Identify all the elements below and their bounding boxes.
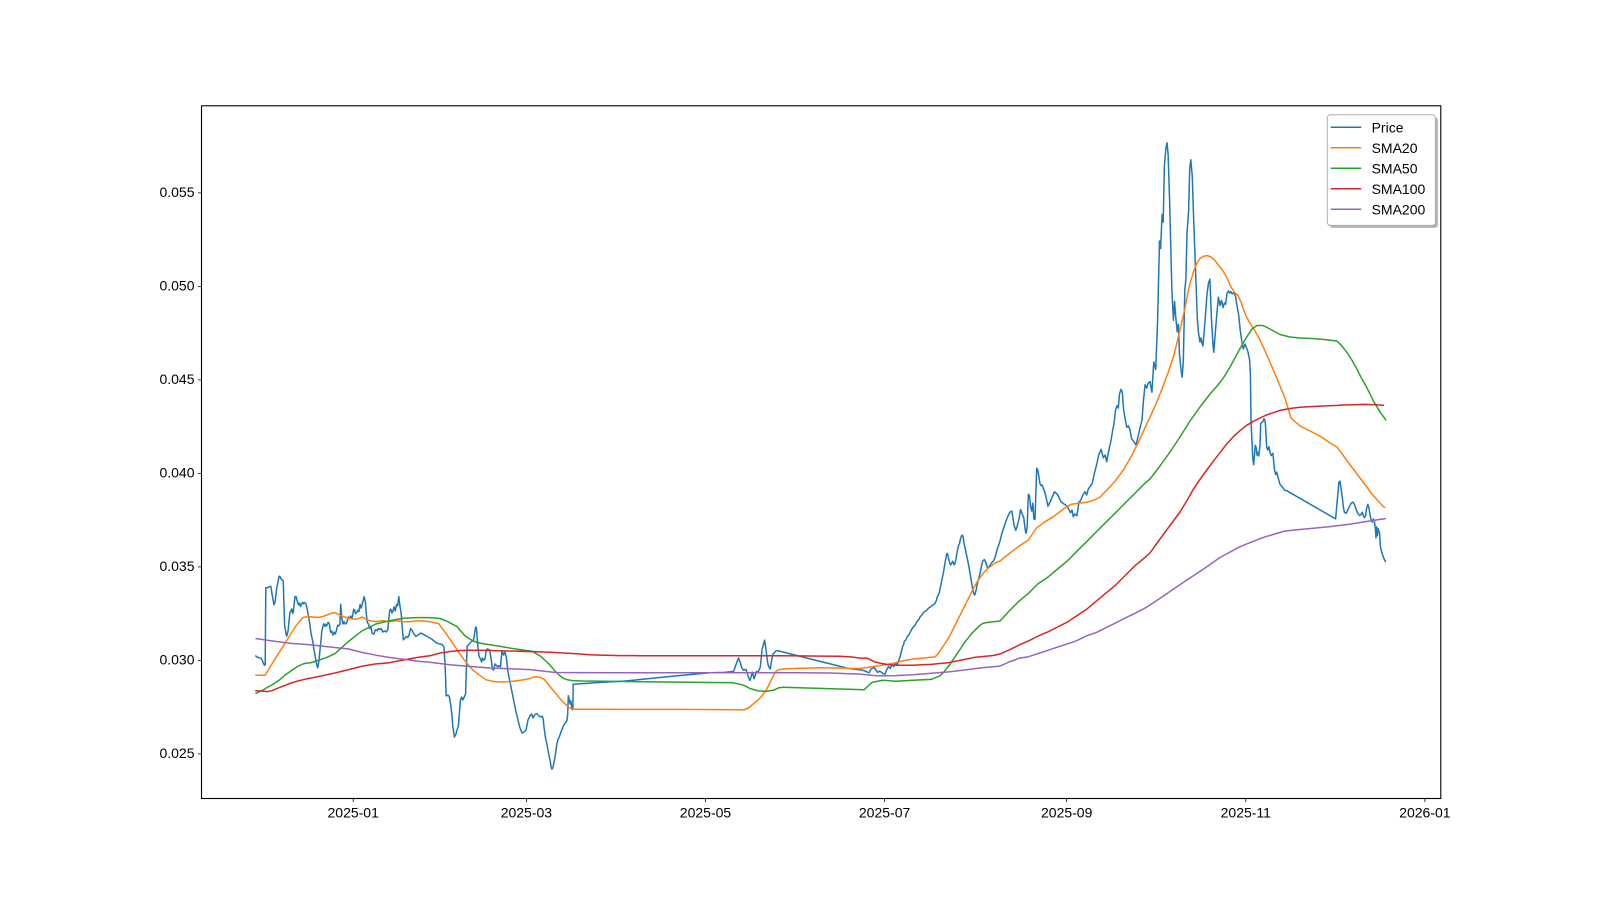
svg-text:2025-09: 2025-09 bbox=[1041, 805, 1093, 821]
svg-text:2025-03: 2025-03 bbox=[501, 805, 553, 821]
svg-text:0.045: 0.045 bbox=[159, 371, 194, 387]
svg-text:2025-11: 2025-11 bbox=[1221, 805, 1272, 821]
svg-text:0.035: 0.035 bbox=[159, 558, 194, 574]
svg-text:0.050: 0.050 bbox=[159, 278, 194, 294]
svg-text:0.030: 0.030 bbox=[159, 652, 194, 668]
svg-text:2025-05: 2025-05 bbox=[680, 805, 732, 821]
svg-text:2026-01: 2026-01 bbox=[1399, 805, 1451, 821]
svg-text:SMA100: SMA100 bbox=[1372, 181, 1426, 197]
svg-text:SMA50: SMA50 bbox=[1372, 160, 1418, 176]
svg-text:2025-07: 2025-07 bbox=[859, 805, 911, 821]
svg-text:Price: Price bbox=[1372, 119, 1404, 135]
svg-text:0.055: 0.055 bbox=[159, 184, 194, 200]
svg-text:0.025: 0.025 bbox=[159, 745, 194, 761]
svg-text:2025-01: 2025-01 bbox=[328, 805, 380, 821]
svg-text:0.040: 0.040 bbox=[159, 465, 194, 481]
svg-text:SMA20: SMA20 bbox=[1372, 140, 1418, 156]
svg-text:SMA200: SMA200 bbox=[1372, 201, 1426, 217]
